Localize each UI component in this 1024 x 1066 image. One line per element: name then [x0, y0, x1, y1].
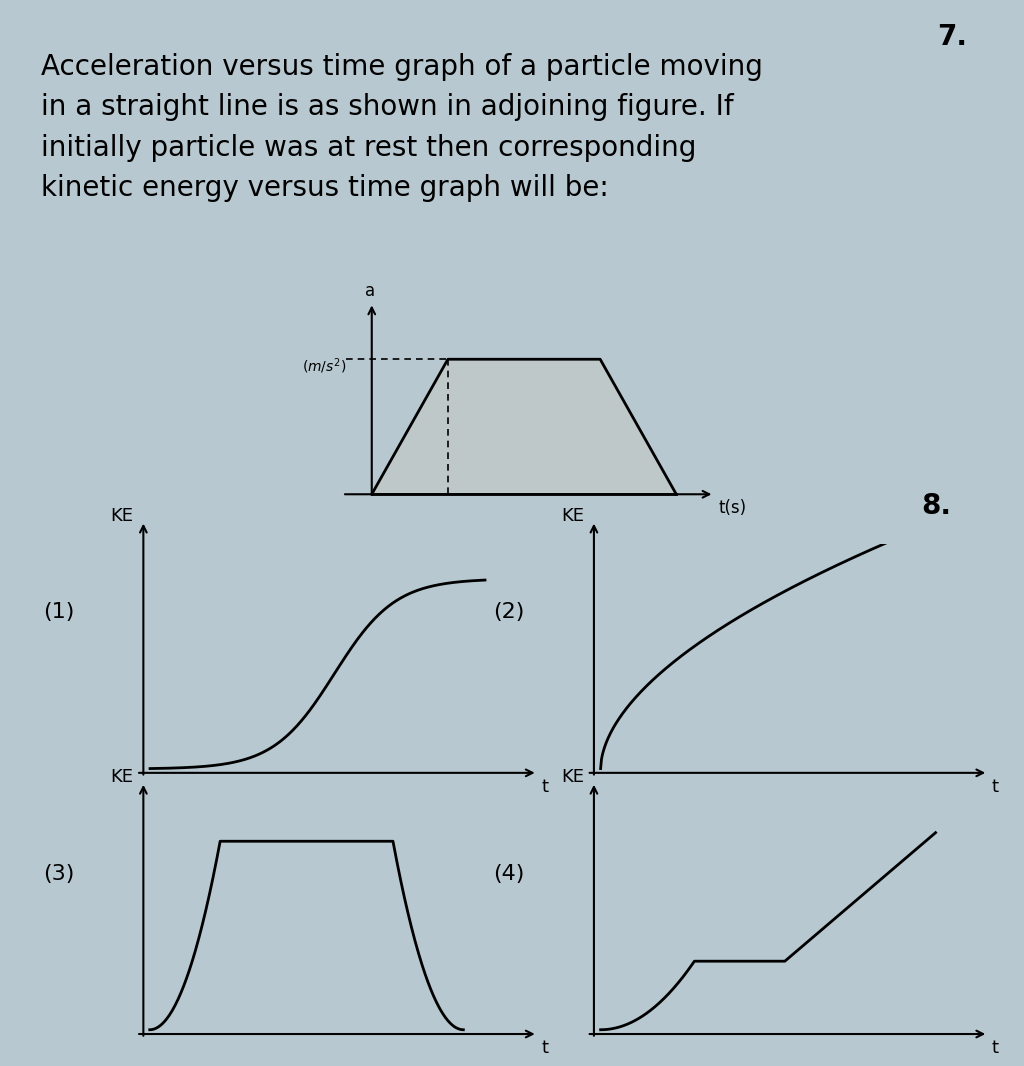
Text: t(s): t(s) — [719, 499, 746, 517]
Text: KE: KE — [561, 507, 584, 526]
Text: a: a — [365, 281, 375, 300]
Text: (1): (1) — [43, 602, 75, 623]
Text: KE: KE — [111, 769, 133, 787]
Text: $(m/s^2)$: $(m/s^2)$ — [302, 356, 346, 376]
Text: t: t — [992, 777, 998, 795]
Text: 7.: 7. — [937, 23, 968, 51]
Text: (4): (4) — [494, 863, 525, 884]
Text: 8.: 8. — [922, 492, 951, 520]
Text: (2): (2) — [494, 602, 525, 623]
Text: Acceleration versus time graph of a particle moving
in a straight line is as sho: Acceleration versus time graph of a part… — [41, 53, 763, 201]
Text: (3): (3) — [43, 863, 75, 884]
Text: t: t — [542, 777, 548, 795]
Text: KE: KE — [561, 769, 584, 787]
Text: t: t — [992, 1038, 998, 1056]
Text: KE: KE — [111, 507, 133, 526]
Text: t: t — [542, 1038, 548, 1056]
